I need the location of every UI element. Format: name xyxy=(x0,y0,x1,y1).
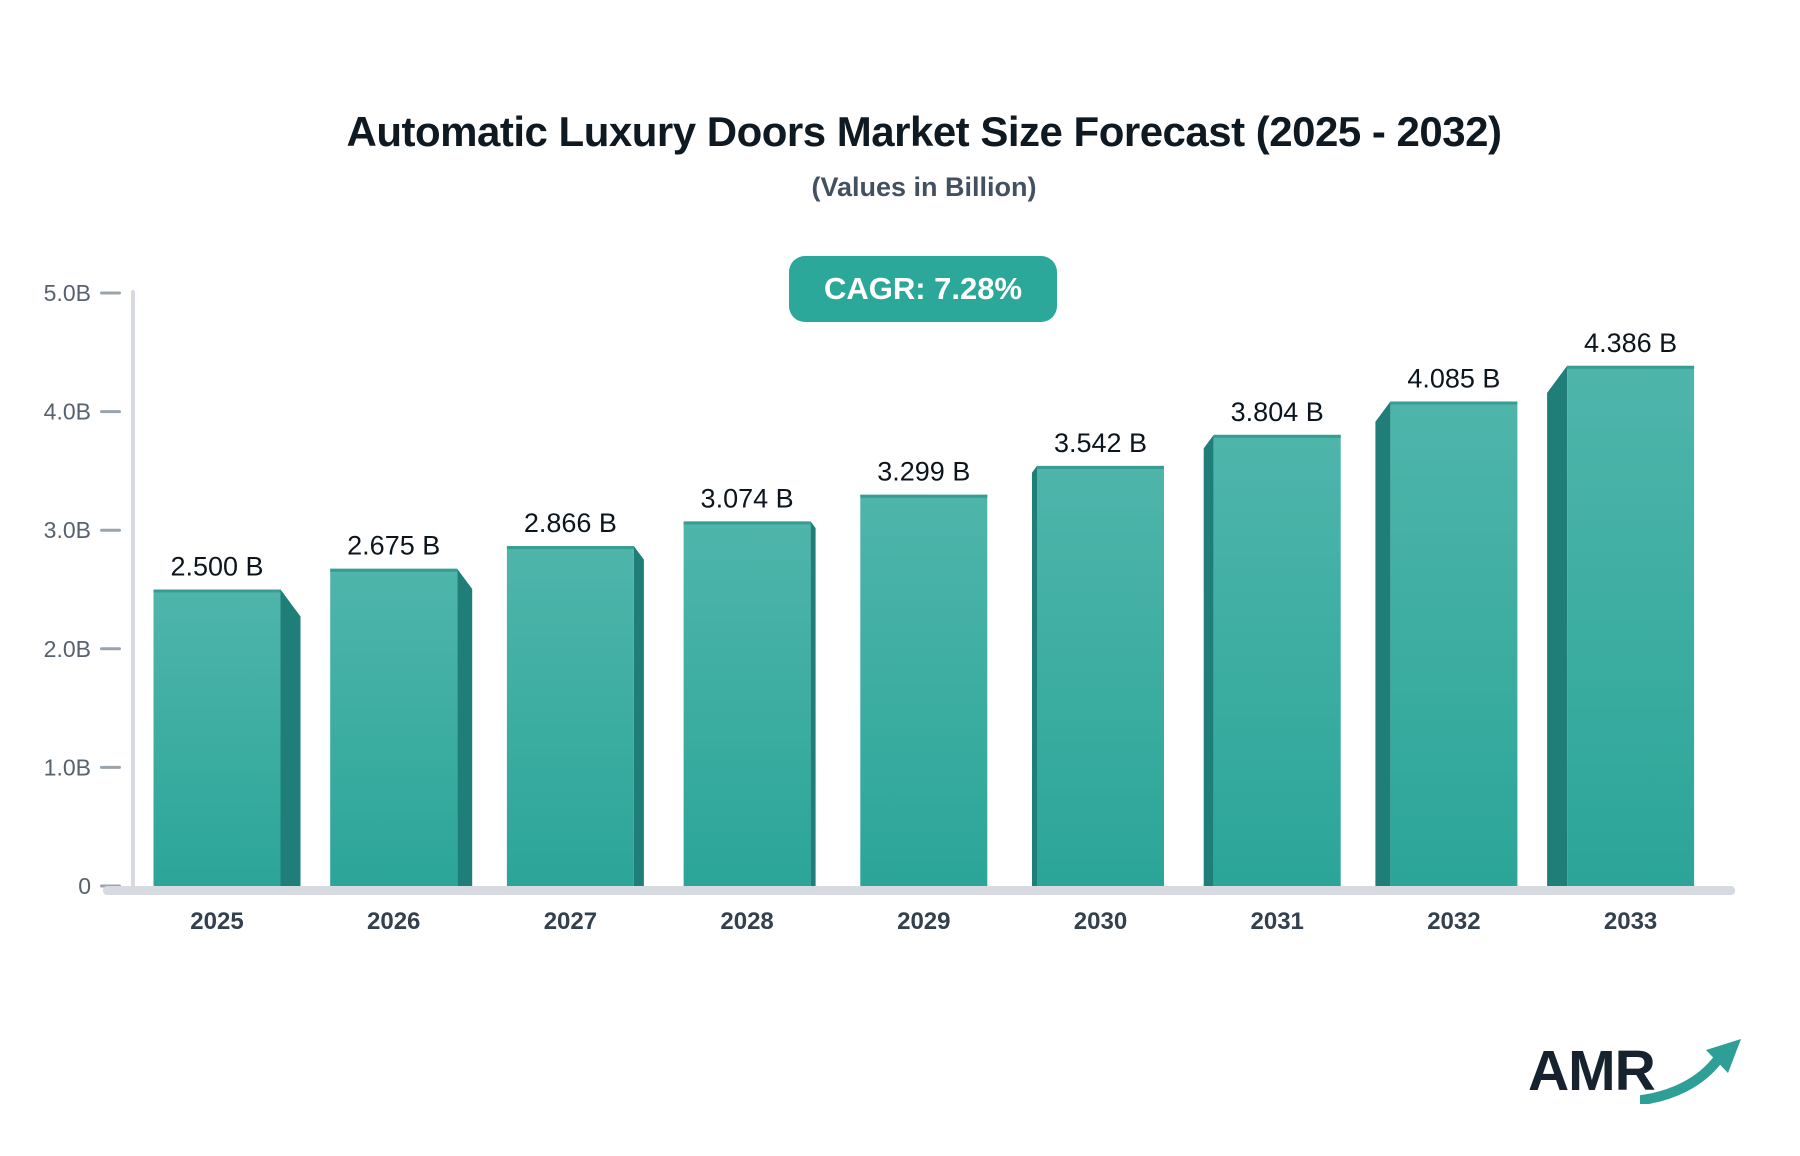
bar-2025: 2.500 B 2025 xyxy=(153,552,301,935)
y-tick-dash xyxy=(100,410,121,414)
chart-title: Automatic Luxury Doors Market Size Forec… xyxy=(346,108,1502,155)
bar-side xyxy=(1547,365,1568,886)
x-axis-line xyxy=(103,886,1735,895)
bar-2028: 3.074 B 2028 xyxy=(683,483,816,935)
bar-2026: 2.675 B 2026 xyxy=(330,531,473,935)
bar-side xyxy=(810,521,816,886)
x-tick-label: 2027 xyxy=(544,908,597,935)
bar-face xyxy=(1390,401,1518,886)
y-axis-line xyxy=(131,290,135,895)
x-tick-label: 2028 xyxy=(720,908,773,935)
bar-side xyxy=(633,546,644,886)
bar-side xyxy=(280,589,301,886)
bar-face xyxy=(1567,365,1695,886)
bar-value-label: 4.085 B xyxy=(1407,364,1500,394)
bar-top-edge xyxy=(683,521,811,525)
bar-top-edge xyxy=(506,546,634,550)
y-tick-label: 0 xyxy=(78,873,91,899)
bar-value-label: 4.386 B xyxy=(1584,328,1677,358)
bar-face xyxy=(1037,465,1164,886)
bar-value-label: 3.074 B xyxy=(701,483,794,513)
x-tick-label: 2031 xyxy=(1251,908,1304,935)
x-tick-label: 2025 xyxy=(190,908,243,935)
bar-top-edge xyxy=(1037,465,1164,469)
bar-face xyxy=(683,521,811,886)
x-tick-label: 2032 xyxy=(1427,908,1480,935)
bar-top-edge xyxy=(1213,434,1341,438)
bar-face xyxy=(1213,434,1341,886)
bar-value-label: 2.500 B xyxy=(170,552,263,582)
bar-2033: 4.386 B 2033 xyxy=(1547,328,1695,935)
x-tick-label: 2026 xyxy=(367,908,420,935)
bar-value-label: 3.299 B xyxy=(877,457,970,487)
bar-face xyxy=(153,589,281,886)
y-tick-label: 2.0B xyxy=(44,636,91,662)
y-tick-label: 3.0B xyxy=(44,517,91,543)
y-tick-label: 5.0B xyxy=(44,280,91,306)
bar-top-edge xyxy=(330,568,458,572)
bar-side xyxy=(457,568,473,886)
bar-value-label: 3.804 B xyxy=(1231,397,1324,427)
y-tick-dash xyxy=(100,291,121,295)
bar-2029: 3.299 B 2029 xyxy=(860,457,988,935)
bar-side xyxy=(1375,401,1391,886)
bar-2030: 3.542 B 2030 xyxy=(1032,428,1164,935)
x-tick-label: 2030 xyxy=(1074,908,1127,935)
bar-top-edge xyxy=(153,589,281,593)
y-tick-label: 4.0B xyxy=(44,399,91,425)
bar-face xyxy=(506,546,634,886)
chart-subtitle: (Values in Billion) xyxy=(811,172,1037,202)
bar-value-label: 2.675 B xyxy=(347,531,440,561)
bar-top-edge xyxy=(860,494,988,498)
bar-side xyxy=(1032,465,1037,886)
bar-2027: 2.866 B 2027 xyxy=(506,508,644,935)
bar-value-label: 3.542 B xyxy=(1054,428,1147,458)
bar-face xyxy=(330,568,458,886)
bar-top-edge xyxy=(1390,401,1518,405)
bar-face xyxy=(860,494,988,886)
y-tick-label: 1.0B xyxy=(44,754,91,780)
bar-top-edge xyxy=(1567,365,1695,369)
x-tick-label: 2029 xyxy=(897,908,950,935)
cagr-badge: CAGR: 7.28% xyxy=(789,256,1057,322)
bar-value-label: 2.866 B xyxy=(524,508,617,538)
bar-side xyxy=(1203,434,1214,886)
amr-logo: AMR xyxy=(1528,1036,1741,1114)
logo-arrow-icon xyxy=(1640,1039,1741,1104)
amr-logo-text: AMR xyxy=(1528,1039,1656,1103)
y-tick-dash xyxy=(100,647,121,651)
bar-2032: 4.085 B 2032 xyxy=(1375,364,1518,935)
x-tick-label: 2033 xyxy=(1604,908,1657,935)
y-tick-dash xyxy=(100,765,121,769)
y-tick-dash xyxy=(100,528,121,532)
bar-2031: 3.804 B 2031 xyxy=(1203,397,1341,935)
